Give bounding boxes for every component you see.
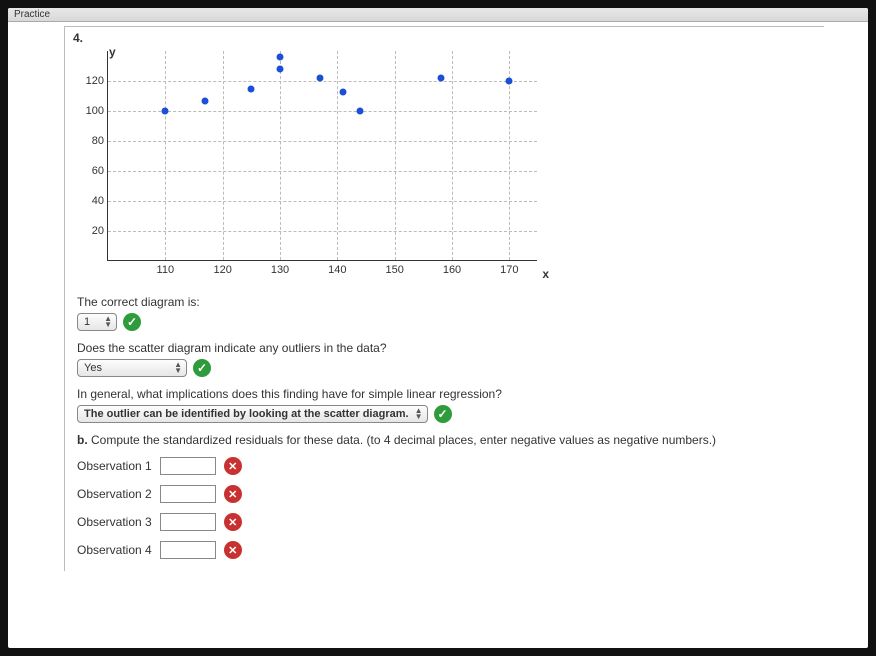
data-point	[162, 108, 169, 115]
observation-row: Observation 4 ✕	[77, 541, 812, 559]
observation-input[interactable]	[160, 541, 216, 559]
cross-icon: ✕	[224, 541, 242, 559]
q2-select-value: Yes	[84, 362, 102, 374]
observation-input[interactable]	[160, 513, 216, 531]
q1-select-value: 1	[84, 316, 90, 328]
cross-icon: ✕	[224, 513, 242, 531]
q3-select[interactable]: The outlier can be identified by looking…	[77, 405, 428, 423]
observation-input[interactable]	[160, 485, 216, 503]
data-point	[340, 88, 347, 95]
observation-row: Observation 3 ✕	[77, 513, 812, 531]
data-point	[357, 108, 364, 115]
q3-select-value: The outlier can be identified by looking…	[84, 408, 409, 420]
x-tick-label: 120	[213, 264, 231, 276]
q1-select[interactable]: 1 ▲▼	[77, 313, 117, 331]
y-tick-label: 20	[80, 225, 104, 237]
x-tick-label: 150	[385, 264, 403, 276]
x-tick-label: 160	[443, 264, 461, 276]
part-b-prompt: b. Compute the standardized residuals fo…	[77, 433, 812, 447]
observation-label: Observation 1	[77, 459, 152, 473]
x-tick-label: 110	[157, 264, 175, 276]
header-breadcrumb: Practice	[8, 8, 868, 22]
q3-text: In general, what implications does this …	[77, 387, 812, 401]
check-icon: ✓	[434, 405, 452, 423]
dropdown-arrows-icon: ▲▼	[104, 316, 112, 328]
x-tick-label: 170	[500, 264, 518, 276]
part-b-text: Compute the standardized residuals for t…	[91, 433, 716, 447]
observation-label: Observation 3	[77, 515, 152, 529]
x-tick-label: 130	[271, 264, 289, 276]
q1-text: The correct diagram is:	[77, 295, 812, 309]
y-tick-label: 100	[80, 105, 104, 117]
data-point	[317, 75, 324, 82]
observation-label: Observation 2	[77, 487, 152, 501]
x-axis-label: x	[542, 267, 549, 281]
y-tick-label: 80	[80, 135, 104, 147]
y-tick-label: 60	[80, 165, 104, 177]
x-tick-label: 140	[328, 264, 346, 276]
data-point	[506, 78, 513, 85]
question-panel: 4. y x 204060801001201101201301401501601…	[64, 26, 824, 571]
observation-row: Observation 2 ✕	[77, 485, 812, 503]
part-b-label: b.	[77, 433, 88, 447]
y-tick-label: 120	[80, 75, 104, 87]
check-icon: ✓	[193, 359, 211, 377]
scatter-chart: y x 20406080100120110120130140150160170	[77, 47, 567, 285]
q2-text: Does the scatter diagram indicate any ou…	[77, 341, 812, 355]
observation-row: Observation 1 ✕	[77, 457, 812, 475]
data-point	[277, 54, 284, 61]
cross-icon: ✕	[224, 457, 242, 475]
observation-label: Observation 4	[77, 543, 152, 557]
observation-input[interactable]	[160, 457, 216, 475]
check-icon: ✓	[123, 313, 141, 331]
data-point	[277, 66, 284, 73]
dropdown-arrows-icon: ▲▼	[174, 362, 182, 374]
dropdown-arrows-icon: ▲▼	[415, 408, 423, 420]
data-point	[248, 85, 255, 92]
q2-select[interactable]: Yes ▲▼	[77, 359, 187, 377]
y-tick-label: 40	[80, 195, 104, 207]
data-point	[202, 97, 209, 104]
data-point	[437, 75, 444, 82]
cross-icon: ✕	[224, 485, 242, 503]
question-number: 4.	[73, 31, 812, 45]
